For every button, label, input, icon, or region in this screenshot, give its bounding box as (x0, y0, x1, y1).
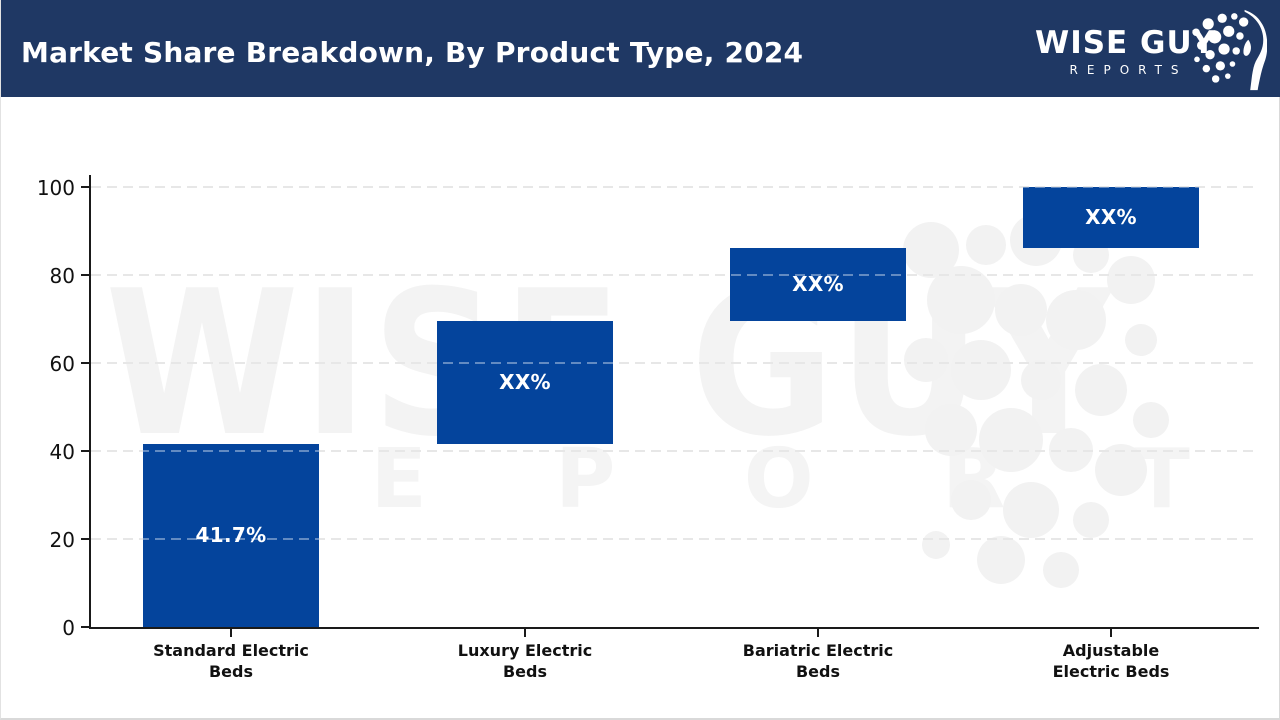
watermark-dot (1021, 360, 1061, 400)
category-label-line: Beds (502, 662, 548, 681)
watermark-dot (1073, 502, 1109, 538)
header-bar: Market Share Breakdown, By Product Type,… (1, 0, 1280, 97)
watermark-dot (925, 404, 977, 456)
y-axis-line (89, 175, 91, 628)
x-tick-mark (230, 629, 232, 637)
y-tick-label: 20 (49, 528, 75, 552)
y-tick-mark (81, 186, 89, 188)
logo-face-dots-icon (1192, 9, 1267, 91)
gridline (91, 186, 1259, 188)
bar-adjustable-electric-beds: XX% (1023, 187, 1199, 248)
watermark-dot (1095, 444, 1147, 496)
gridline (91, 274, 1259, 276)
y-tick-mark (81, 274, 89, 276)
watermark-dot (1125, 324, 1157, 356)
gridline (91, 538, 1259, 540)
gridline (91, 186, 1259, 188)
x-tick-mark (524, 629, 526, 637)
gridline (91, 362, 1259, 364)
category-label-adjustable-electric-beds: Adjustable Electric Beds (991, 640, 1231, 682)
category-label-bariatric-electric-beds: Bariatric Electric Beds (698, 640, 938, 682)
gridline (91, 538, 1259, 540)
watermark-dot (1133, 402, 1169, 438)
watermark-dot (951, 340, 1011, 400)
gridline (91, 450, 1259, 452)
x-tick-mark (1110, 629, 1112, 637)
gridline (91, 274, 1259, 276)
x-axis-line (89, 627, 1259, 629)
watermark-dot (922, 531, 950, 559)
watermark-dot (951, 480, 991, 520)
watermark-dot (1043, 552, 1079, 588)
y-tick-label: 100 (36, 176, 75, 200)
watermark-dot (966, 225, 1006, 265)
gridline (91, 450, 1259, 452)
category-label-line: Adjustable (1062, 641, 1160, 660)
category-label-line: Electric Beds (1052, 662, 1170, 681)
y-tick-mark (81, 626, 89, 628)
gridline (91, 362, 1259, 364)
watermark-dot (979, 408, 1043, 472)
bar-value-label: XX% (792, 272, 844, 297)
bar-luxury-electric-beds: XX% (437, 321, 613, 444)
category-label-line: Beds (208, 662, 254, 681)
watermark-dot (1107, 256, 1155, 304)
bar-bariatric-electric-beds: XX% (730, 247, 906, 322)
logo-reports-text: REPORTS (1069, 63, 1188, 77)
y-tick-label: 80 (49, 264, 75, 288)
watermark-dot (904, 338, 948, 382)
wise-guy-reports-logo: WISE GUY REPORTS (1017, 6, 1267, 92)
x-tick-mark (817, 629, 819, 637)
logo-wise-guy-text: WISE GUY (1035, 25, 1217, 61)
category-label-luxury-electric-beds: Luxury Electric Beds (405, 640, 645, 682)
category-label-line: Luxury Electric (457, 641, 593, 660)
watermark-dot (977, 536, 1025, 584)
bar-value-label: XX% (1085, 205, 1137, 230)
logo-text: WISE GUY REPORTS (1035, 26, 1216, 78)
chart-title: Market Share Breakdown, By Product Type,… (21, 36, 804, 69)
category-label-standard-electric-beds: Standard Electric Beds (111, 640, 351, 682)
watermark-dot (1046, 290, 1106, 350)
y-tick-mark (81, 362, 89, 364)
watermark-dot (1003, 482, 1059, 538)
bar-value-label: 41.7% (195, 523, 267, 548)
category-label-line: Standard Electric (153, 641, 309, 660)
bar-standard-electric-beds: 41.7% (143, 443, 319, 627)
category-label-line: Beds (795, 662, 841, 681)
watermark-dot (927, 266, 995, 334)
y-tick-label: 0 (62, 616, 75, 640)
bar-value-label: XX% (499, 370, 551, 395)
watermark-dot (995, 284, 1047, 336)
category-label-line: Bariatric Electric (742, 641, 894, 660)
y-tick-label: 60 (49, 352, 75, 376)
y-tick-mark (81, 538, 89, 540)
y-tick-label: 40 (49, 440, 75, 464)
watermark-dot (1075, 364, 1127, 416)
y-tick-mark (81, 450, 89, 452)
